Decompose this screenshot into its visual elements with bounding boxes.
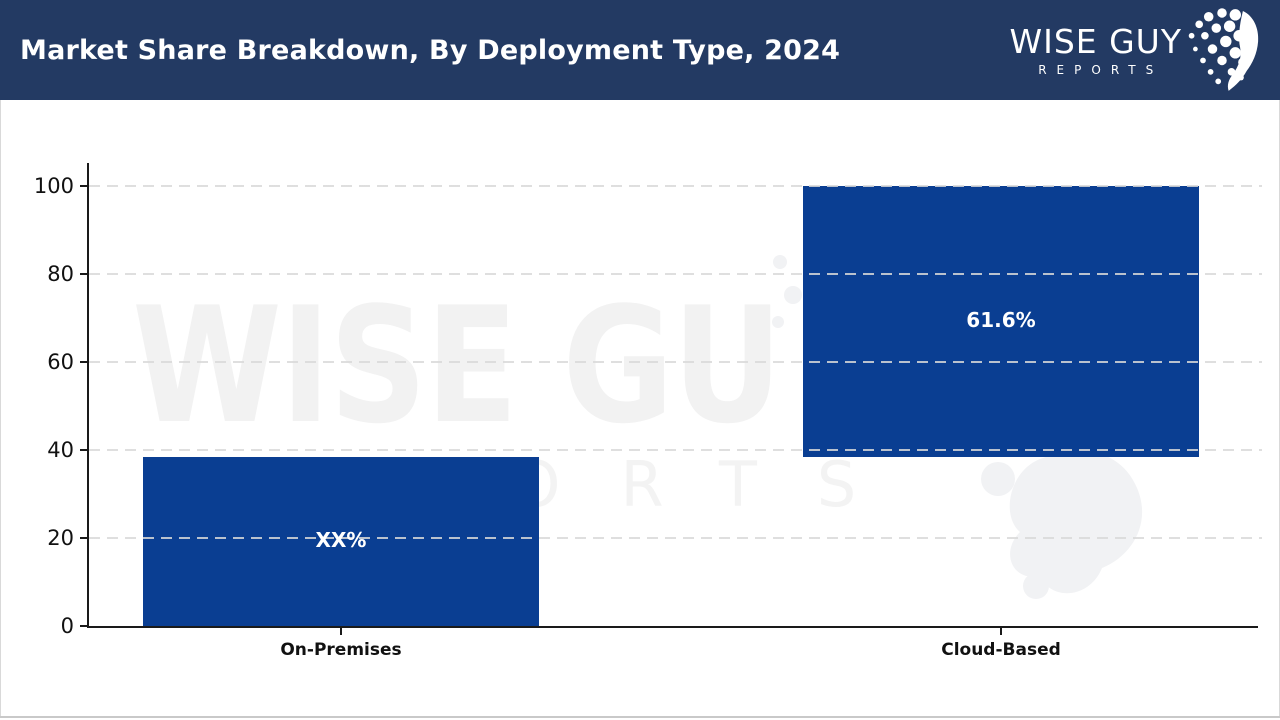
y-tick-mark bbox=[80, 537, 88, 539]
x-category-label: On-Premises bbox=[280, 640, 402, 660]
y-tick-mark bbox=[80, 449, 88, 451]
gridline bbox=[89, 449, 1262, 451]
gridline bbox=[89, 185, 1262, 187]
y-tick-label: 20 bbox=[47, 526, 74, 550]
x-tick-mark bbox=[1000, 628, 1002, 635]
header-bar: Market Share Breakdown, By Deployment Ty… bbox=[0, 0, 1280, 100]
watermark-wordmark: WISE GU bbox=[132, 272, 783, 459]
y-tick-mark bbox=[80, 273, 88, 275]
x-axis-line bbox=[87, 626, 1258, 628]
y-tick-label: 60 bbox=[47, 350, 74, 374]
page-title: Market Share Breakdown, By Deployment Ty… bbox=[20, 34, 841, 66]
y-tick-label: 0 bbox=[60, 614, 74, 638]
figure-border-bottom bbox=[0, 716, 1280, 718]
figure-border-left bbox=[0, 100, 1, 717]
logo-face-icon bbox=[1188, 8, 1259, 91]
bar-cloud-based bbox=[803, 186, 1199, 458]
gridline bbox=[89, 361, 1262, 363]
y-tick-mark bbox=[80, 625, 88, 627]
gridline bbox=[89, 537, 1262, 539]
y-axis-line bbox=[87, 163, 89, 627]
x-tick-mark bbox=[340, 628, 342, 635]
bar-on-premises bbox=[143, 457, 539, 626]
x-category-label: Cloud-Based bbox=[941, 640, 1061, 660]
logo-wordmark: WISE GUY bbox=[1009, 21, 1182, 61]
bar-value-label: XX% bbox=[315, 527, 367, 552]
gridline bbox=[89, 273, 1262, 275]
y-tick-label: 100 bbox=[33, 174, 74, 198]
y-tick-label: 40 bbox=[47, 438, 74, 462]
logo-text: WISE GUY REPORTS bbox=[1009, 25, 1182, 76]
y-tick-label: 80 bbox=[47, 262, 74, 286]
y-tick-mark bbox=[80, 185, 88, 187]
bar-value-label: 61.6% bbox=[966, 307, 1036, 332]
wise-guy-reports-logo: WISE GUY REPORTS bbox=[1009, 7, 1260, 93]
logo-subtitle: REPORTS bbox=[1038, 62, 1164, 77]
y-tick-mark bbox=[80, 361, 88, 363]
